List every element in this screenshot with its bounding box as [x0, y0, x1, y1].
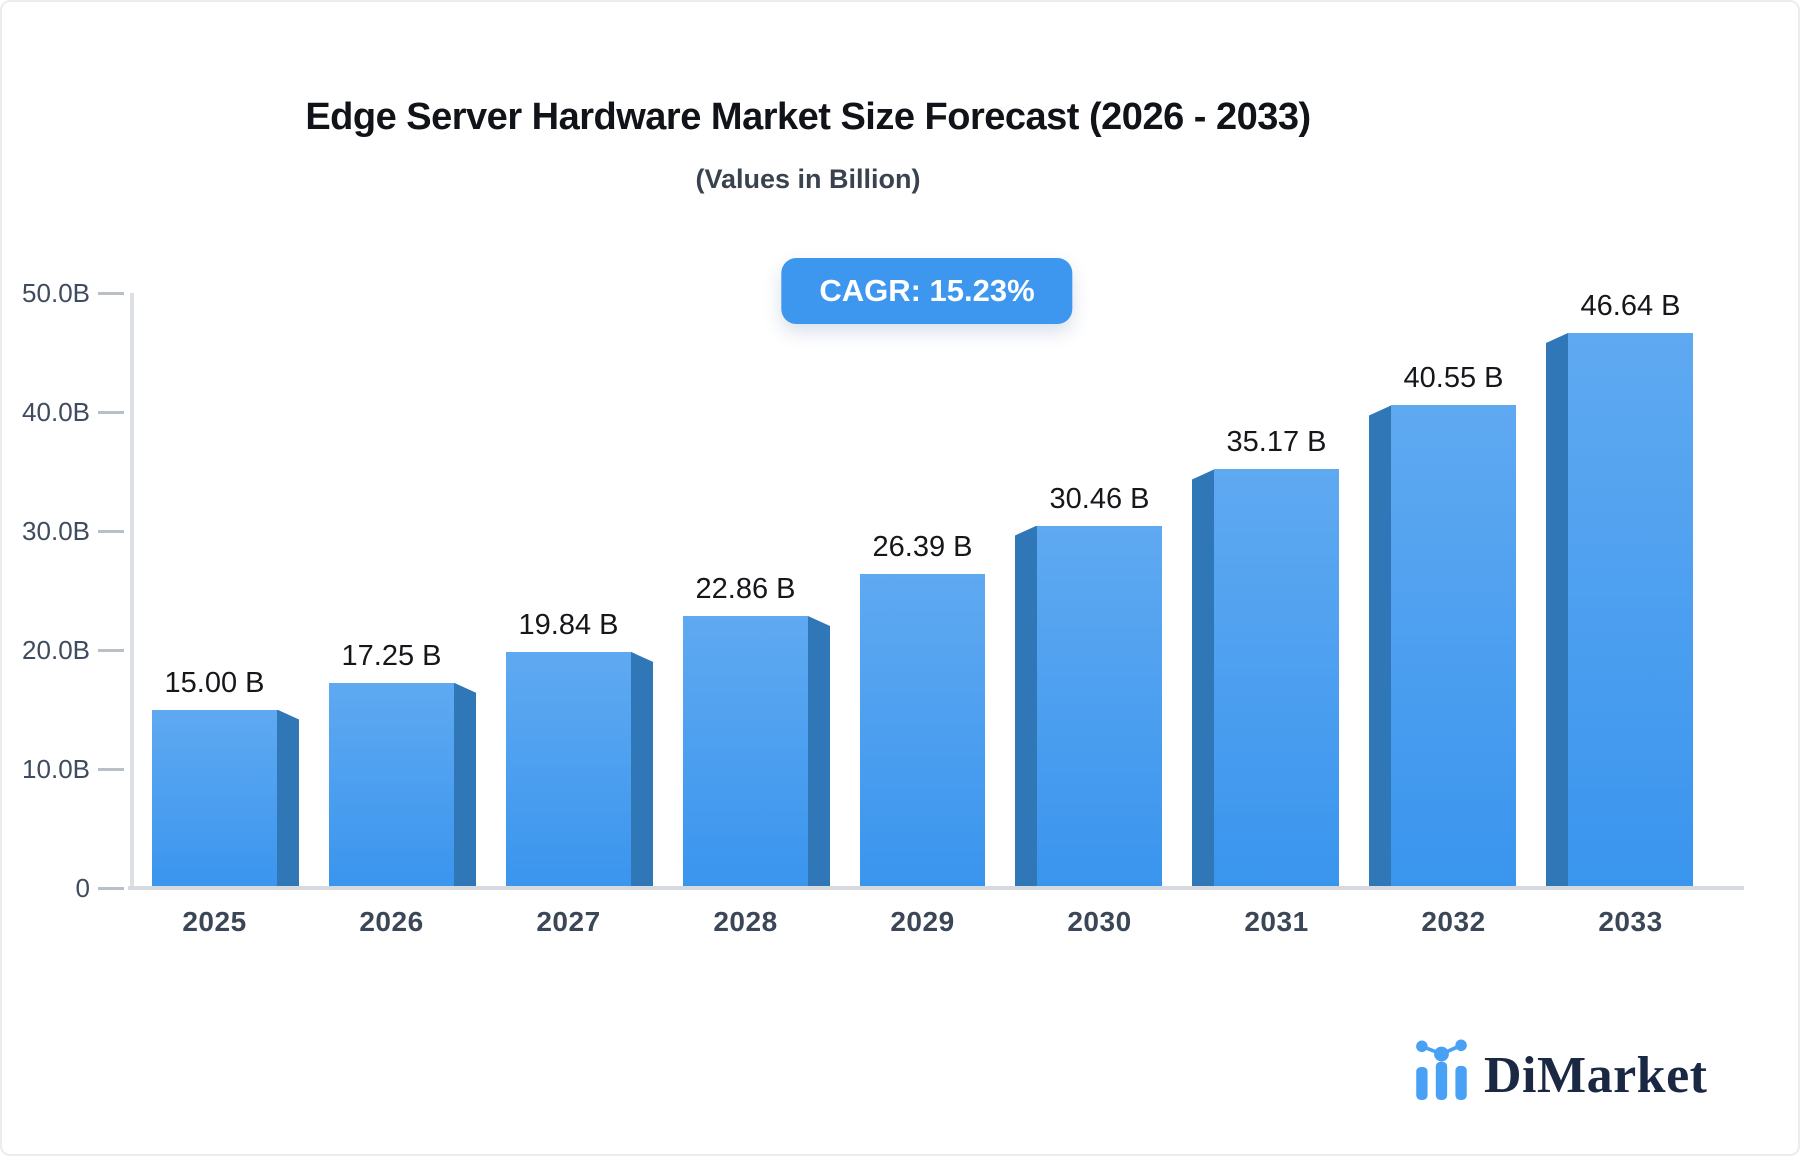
x-axis-label-2030: 2030	[1067, 906, 1132, 937]
y-tick-label: 50.0B	[22, 278, 90, 308]
bar-value-label: 30.46 B	[1049, 482, 1150, 515]
bar-2030	[1037, 525, 1162, 888]
dimarket-logo: DiMarket	[1414, 1036, 1707, 1102]
bar-value-label: 19.84 B	[518, 608, 619, 641]
y-axis-line	[130, 293, 134, 890]
cagr-badge: CAGR: 15.23%	[781, 258, 1073, 324]
y-tick-mark	[98, 530, 124, 533]
mini-bar-chart-icon	[1416, 1039, 1467, 1100]
y-tick-mark	[98, 768, 124, 771]
bar-value-label: 46.64 B	[1580, 289, 1681, 322]
x-axis-label-2025: 2025	[182, 906, 247, 937]
y-tick-label: 0	[75, 873, 90, 903]
cagr-badge-label: CAGR: 15.23%	[819, 273, 1035, 308]
bar-2033-3d-side	[1546, 332, 1568, 888]
bar-2026	[329, 682, 454, 888]
bar-2032-3d-side	[1369, 405, 1391, 888]
bar-2031	[1214, 469, 1339, 888]
bar-2029	[860, 573, 985, 888]
chart-title: Edge Server Hardware Market Size Forecas…	[305, 96, 1311, 138]
x-axis-baseline	[128, 886, 1744, 890]
bar-2028-3d-side	[808, 615, 830, 888]
bar-value-label: 15.00 B	[164, 666, 265, 699]
y-tick-mark	[98, 292, 124, 295]
x-axis-label-2026: 2026	[359, 906, 424, 937]
bar-2028	[683, 615, 808, 888]
x-axis-label-2031: 2031	[1244, 906, 1309, 937]
y-tick-label: 40.0B	[22, 397, 90, 427]
x-axis-label-2033: 2033	[1598, 906, 1663, 937]
x-axis-label-2029: 2029	[890, 906, 955, 937]
y-tick-label: 30.0B	[22, 516, 90, 546]
x-axis-label-2027: 2027	[536, 906, 601, 937]
bar-value-label: 40.55 B	[1403, 362, 1504, 395]
bar-value-label: 35.17 B	[1226, 426, 1327, 459]
y-tick-mark	[98, 649, 124, 652]
bar-2031-3d-side	[1192, 469, 1214, 888]
y-tick-label: 20.0B	[22, 635, 90, 665]
x-axis-label-2032: 2032	[1421, 906, 1486, 937]
bar-2027-3d-side	[631, 651, 653, 888]
y-tick-mark	[98, 411, 124, 414]
bar-2033	[1568, 332, 1693, 888]
x-axis-label-2028: 2028	[713, 906, 778, 937]
bar-2026-3d-side	[454, 682, 476, 888]
y-tick-label: 10.0B	[22, 754, 90, 784]
y-tick-mark	[98, 887, 124, 890]
bar-value-label: 17.25 B	[341, 639, 442, 672]
chart-subtitle: (Values in Billion)	[695, 164, 921, 194]
bar-2027	[506, 651, 631, 888]
bar-2025	[152, 709, 277, 888]
bar-value-label: 22.86 B	[695, 572, 796, 605]
bar-2025-3d-side	[277, 709, 299, 888]
bar-2030-3d-side	[1015, 525, 1037, 888]
bar-value-label: 26.39 B	[872, 530, 973, 563]
bar-2032	[1391, 405, 1516, 888]
logo-wordmark: DiMarket	[1484, 1047, 1708, 1104]
